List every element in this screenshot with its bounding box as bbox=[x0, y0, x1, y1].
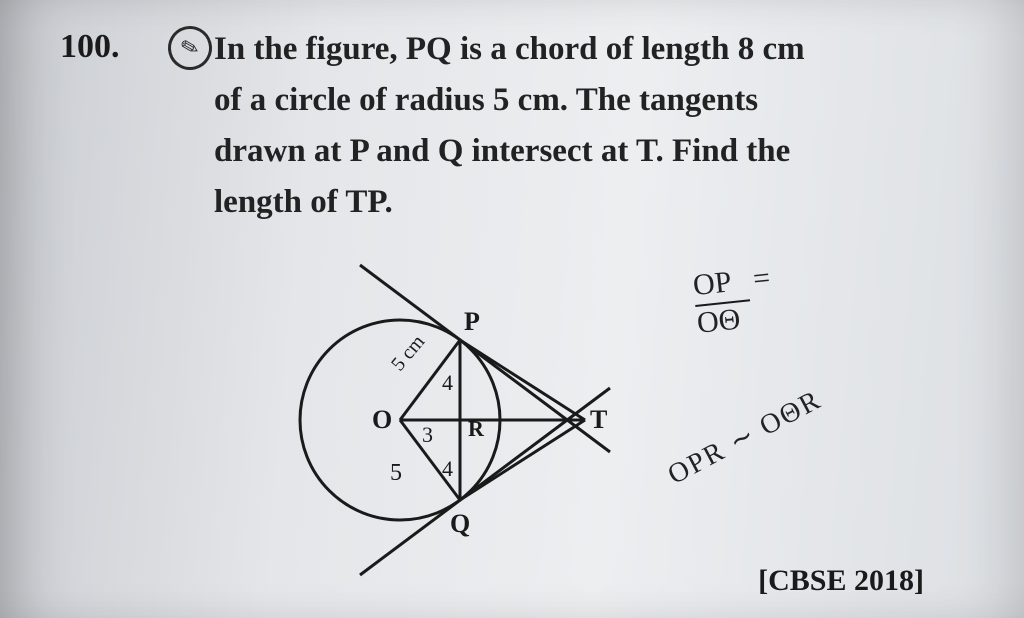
label-4-upper: 4 bbox=[442, 370, 453, 395]
frac-equals: = bbox=[751, 261, 771, 296]
geometry-figure: P Q O R T 5 cm 4 3 5 4 bbox=[250, 250, 700, 600]
label-p: P bbox=[464, 307, 480, 336]
figure-svg: P Q O R T 5 cm 4 3 5 4 bbox=[250, 250, 700, 610]
label-3: 3 bbox=[422, 422, 433, 447]
handwriting-fraction: OP = OΘ bbox=[691, 261, 775, 341]
question-line-2: of a circle of radius 5 cm. The tangents bbox=[214, 82, 758, 118]
label-q: Q bbox=[450, 509, 470, 538]
question-number: 100. bbox=[60, 28, 120, 66]
page: 100. ✎ In the figure, PQ is a chord of l… bbox=[0, 0, 1024, 618]
label-5cm: 5 cm bbox=[387, 331, 429, 376]
question-text: In the figure, PQ is a chord of length 8… bbox=[214, 24, 974, 229]
label-5-lower: 5 bbox=[390, 460, 402, 486]
question-line-4: length of TP. bbox=[214, 184, 393, 220]
label-o: O bbox=[372, 405, 392, 434]
source-tag: [CBSE 2018] bbox=[758, 564, 924, 598]
question-line-1: In the figure, PQ is a chord of length 8… bbox=[214, 31, 805, 67]
label-4-lower: 4 bbox=[442, 456, 453, 481]
segment-pt bbox=[460, 340, 585, 420]
pencil-icon: ✎ bbox=[178, 33, 203, 63]
question-line-3: drawn at P and Q intersect at T. Find th… bbox=[214, 133, 790, 169]
frac-top: OP bbox=[691, 265, 731, 302]
pencil-badge-icon: ✎ bbox=[163, 21, 217, 75]
label-t: T bbox=[590, 405, 607, 434]
frac-bot: OΘ bbox=[695, 302, 742, 339]
label-r: R bbox=[468, 416, 485, 441]
